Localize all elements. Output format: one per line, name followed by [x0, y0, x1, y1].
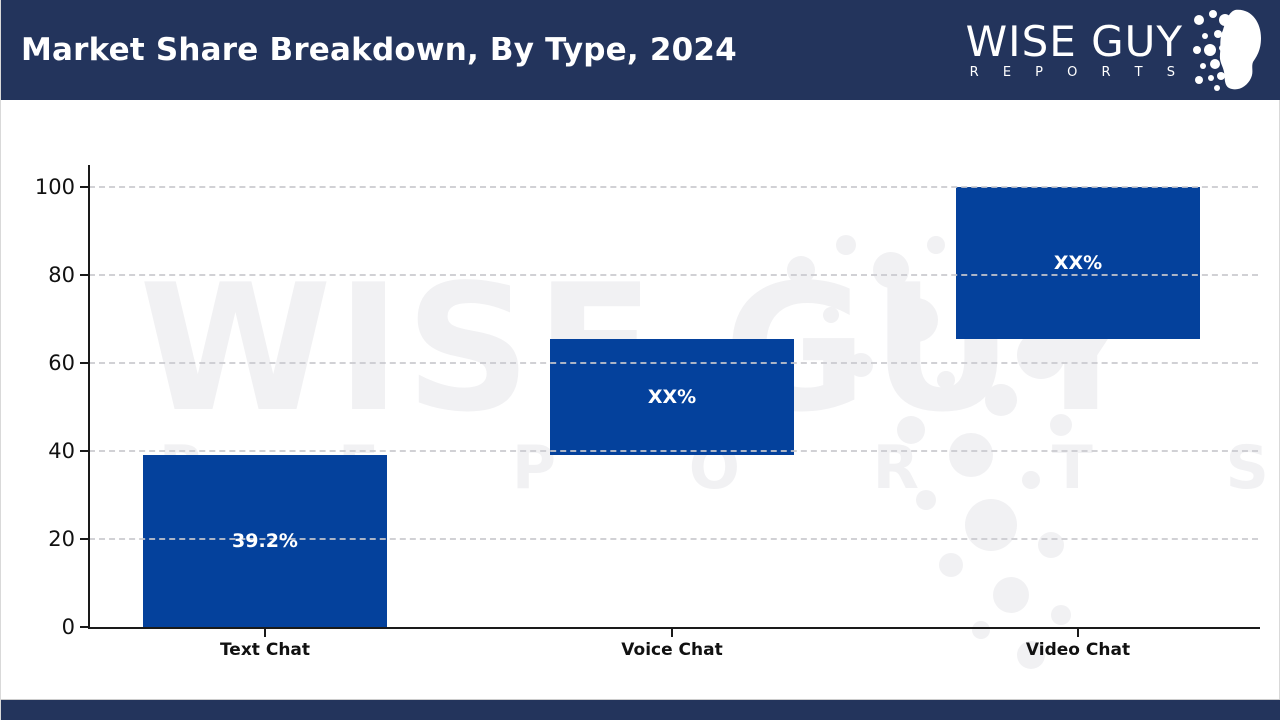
- gridline-100: [89, 186, 1258, 188]
- bar-text-chat: [143, 454, 387, 627]
- footer-bar: [1, 699, 1280, 720]
- y-tick-label-0: 0: [61, 615, 75, 639]
- x-axis-line: [88, 627, 1260, 629]
- x-category-label: Text Chat: [219, 640, 311, 660]
- wiseguy-logo: WISE GUY R E P O R T S: [966, 6, 1263, 94]
- y-axis-line: [88, 165, 90, 629]
- bar-value-label: XX%: [1053, 251, 1103, 274]
- page-title: Market Share Breakdown, By Type, 2024: [21, 32, 737, 68]
- y-tick-80: [80, 274, 89, 276]
- y-tick-20: [80, 538, 89, 540]
- x-category-label: Voice Chat: [621, 640, 723, 660]
- gridline-80: [89, 274, 1258, 276]
- x-tick-0: [264, 629, 266, 637]
- logo-reports-text: R E P O R T S: [969, 65, 1185, 80]
- y-tick-label-60: 60: [48, 351, 75, 375]
- y-tick-label-40: 40: [48, 439, 75, 463]
- logo-wiseguy-text: WISE GUY: [965, 17, 1184, 66]
- y-tick-60: [80, 362, 89, 364]
- y-tick-100: [80, 186, 89, 188]
- gridline-40: [89, 450, 1258, 452]
- header-bar: Market Share Breakdown, By Type, 2024 WI…: [1, 0, 1280, 100]
- gridline-20: [89, 538, 1258, 540]
- bar-voice-chat: [550, 338, 794, 455]
- gridline-60: [89, 362, 1258, 364]
- y-tick-0: [80, 626, 89, 628]
- y-tick-label-80: 80: [48, 263, 75, 287]
- bar-value-label: XX%: [647, 385, 697, 408]
- y-tick-label-20: 20: [48, 527, 75, 551]
- bar-video-chat: [956, 187, 1200, 339]
- logo-face-icon: [1193, 9, 1261, 91]
- x-tick-1: [671, 629, 673, 637]
- x-tick-2: [1077, 629, 1079, 637]
- bar-value-label: 39.2%: [232, 529, 298, 552]
- x-category-label: Video Chat: [1025, 640, 1131, 660]
- y-tick-label-100: 100: [34, 175, 75, 199]
- y-tick-40: [80, 450, 89, 452]
